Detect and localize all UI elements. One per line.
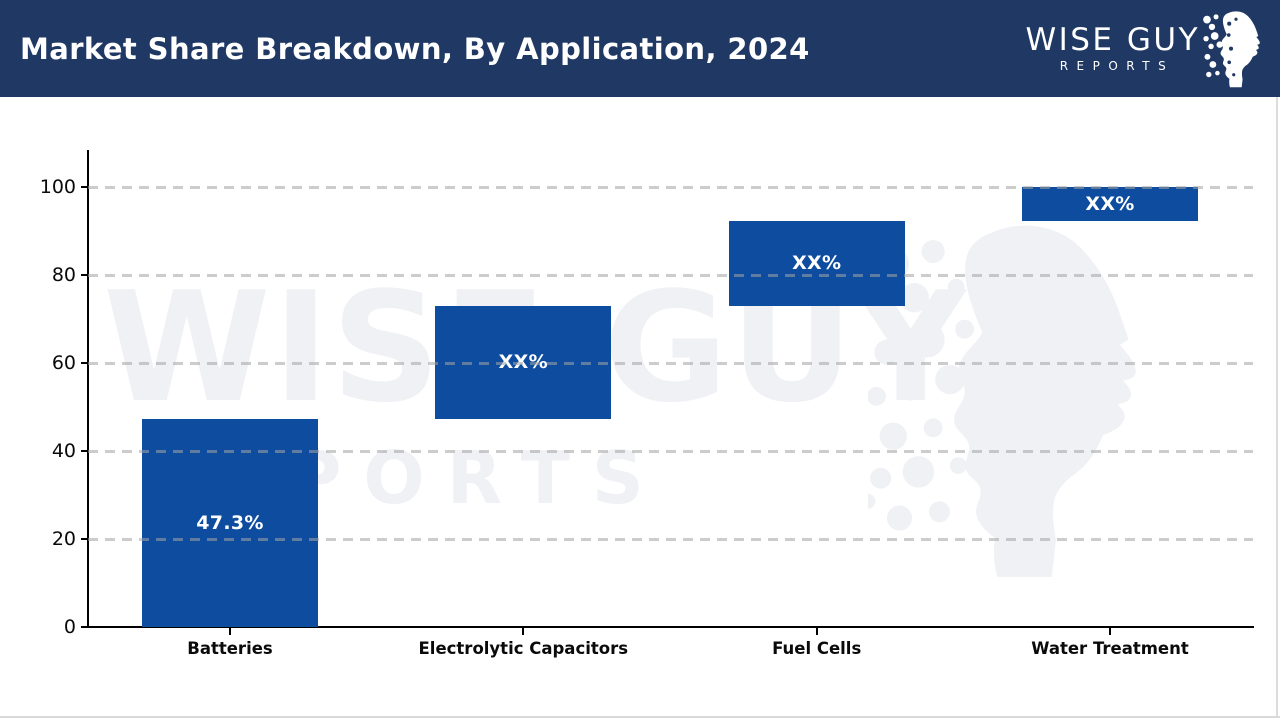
gridline (88, 537, 1253, 541)
y-tick-label: 0 (63, 616, 76, 638)
x-tick-mark (522, 628, 525, 635)
header-bar: Market Share Breakdown, By Application, … (0, 0, 1280, 97)
x-category-label: Batteries (187, 639, 273, 658)
brand-logo-wiseguy: WISE GUY (1025, 22, 1200, 59)
gridline (88, 185, 1253, 189)
bar-fuel-cells: XX% (728, 220, 905, 306)
gridline (88, 273, 1253, 277)
page-title: Market Share Breakdown, By Application, … (20, 31, 810, 66)
brand-logo-text: WISE GUY REPORTS (1025, 24, 1200, 73)
x-tick-mark (229, 628, 231, 635)
x-category-label: Fuel Cells (772, 639, 862, 658)
gridline (88, 361, 1253, 365)
y-tick-mark (81, 538, 88, 540)
x-category-label: Electrolytic Capacitors (418, 639, 629, 658)
brand-logo-head-icon (1203, 10, 1260, 87)
y-tick-mark (81, 362, 88, 364)
bar-value-label: XX% (1085, 192, 1135, 215)
y-tick-label: 80 (51, 264, 76, 286)
bar-batteries: 47.3% (142, 418, 318, 627)
y-tick-mark (81, 626, 88, 628)
brand-logo: WISE GUY REPORTS (1025, 0, 1270, 97)
x-axis-spine (87, 626, 1254, 628)
x-category-label: Water Treatment (1031, 639, 1189, 658)
y-tick-label: 60 (51, 352, 76, 374)
gridline (88, 449, 1253, 453)
x-tick-mark (815, 628, 818, 635)
x-tick-mark (1109, 628, 1111, 635)
y-axis-spine (87, 150, 89, 628)
y-tick-label: 40 (51, 440, 76, 462)
y-tick-mark (81, 186, 88, 188)
y-tick-label: 20 (51, 528, 76, 550)
y-tick-label: 100 (39, 176, 76, 198)
y-tick-mark (81, 450, 88, 452)
bar-value-label: XX% (792, 252, 842, 275)
page-bottom-border (0, 716, 1280, 718)
brand-logo-reports: REPORTS (1059, 58, 1175, 73)
y-tick-mark (81, 274, 88, 276)
bar-value-label: 47.3% (196, 511, 264, 534)
bar-water-treatment: XX% (1022, 187, 1198, 221)
page-right-border (1276, 97, 1278, 718)
